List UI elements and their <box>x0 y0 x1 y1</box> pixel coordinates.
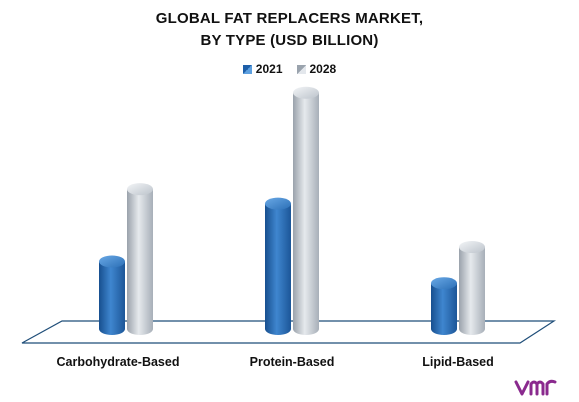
legend-item-2021: 2021 <box>242 62 283 76</box>
category-label-protein-based: Protein-Based <box>250 355 335 369</box>
chart-title-line-2: BY TYPE (USD BILLION) <box>200 32 379 49</box>
legend-swatch-2021 <box>242 64 252 74</box>
bar-2021-lipid-based <box>431 277 457 335</box>
bar-2021-carbohydrate-based <box>99 255 125 335</box>
vmr-logo-icon <box>514 379 557 396</box>
bar-2028-carbohydrate-based <box>127 183 153 335</box>
legend-label-2021: 2021 <box>255 62 283 76</box>
category-label-lipid-based: Lipid-Based <box>422 355 494 369</box>
chart-title-line-1: GLOBAL FAT REPLACERS MARKET, <box>155 10 424 27</box>
legend-item-2028: 2028 <box>296 62 337 76</box>
legend-swatch-2028 <box>296 64 306 74</box>
category-label-carbohydrate-based: Carbohydrate-Based <box>57 355 180 369</box>
bar-2021-protein-based <box>265 197 291 335</box>
bar-2028-protein-based <box>293 86 319 335</box>
chart-legend: 2021 2028 <box>0 62 579 76</box>
legend-label-2028: 2028 <box>309 62 337 76</box>
bar-2028-lipid-based <box>459 241 485 335</box>
